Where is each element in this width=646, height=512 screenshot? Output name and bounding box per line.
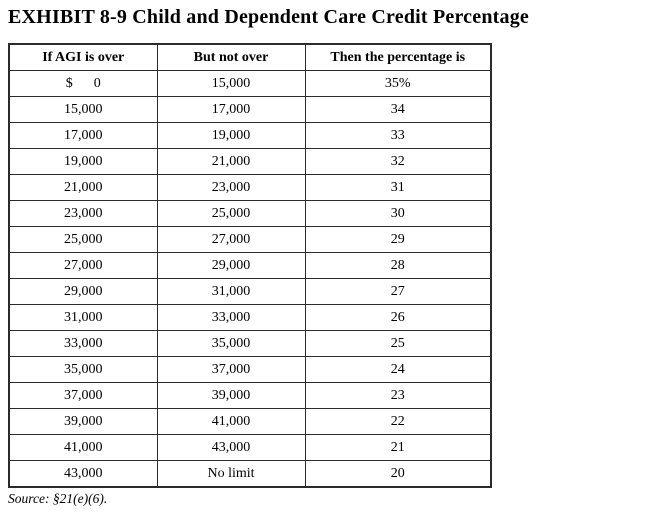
table-cell: 43,000 — [8, 460, 158, 488]
table-body: $ 0 15,000 35% 15,000 17,000 34 17,000 19,000 33… — [8, 70, 492, 488]
table-row: 27,000 29,000 28 — [8, 252, 492, 279]
table-row: 23,000 25,000 30 — [8, 200, 492, 227]
table-cell: 19,000 — [156, 122, 306, 149]
table-row: 43,000 No limit 20 — [8, 460, 492, 488]
table-cell: 33,000 — [156, 304, 306, 331]
table-cell: 17,000 — [8, 122, 158, 149]
table-cell: 15,000 — [8, 96, 158, 123]
table-row: 21,000 23,000 31 — [8, 174, 492, 201]
table-cell: 32 — [304, 148, 492, 175]
table-cell: 39,000 — [8, 408, 158, 435]
table-cell: 24 — [304, 356, 492, 383]
table-cell: 29,000 — [8, 278, 158, 305]
table-cell: 21 — [304, 434, 492, 461]
table-cell: 31,000 — [8, 304, 158, 331]
table-cell: 21,000 — [156, 148, 306, 175]
table-cell: 27 — [304, 278, 492, 305]
table-cell: 25,000 — [8, 226, 158, 253]
table-cell: 21,000 — [8, 174, 158, 201]
table-row: $ 0 15,000 35% — [8, 70, 492, 97]
table-cell: 23 — [304, 382, 492, 409]
table-header: If AGI is over But not over Then the per… — [8, 43, 492, 71]
table-row: 39,000 41,000 22 — [8, 408, 492, 435]
table-row: 41,000 43,000 21 — [8, 434, 492, 461]
table-cell: 20 — [304, 460, 492, 488]
source-note: Source: §21(e)(6). — [8, 491, 108, 506]
table-cell: $ 0 — [8, 70, 158, 97]
table-header-row: If AGI is over But not over Then the per… — [8, 43, 492, 71]
credit-percentage-table: If AGI is over But not over Then the per… — [8, 43, 492, 488]
table-cell: 26 — [304, 304, 492, 331]
table-cell: 23,000 — [8, 200, 158, 227]
table-cell: 31,000 — [156, 278, 306, 305]
table-cell: 27,000 — [156, 226, 306, 253]
table-cell: 28 — [304, 252, 492, 279]
column-header-percentage: Then the percentage is — [304, 43, 492, 71]
table-row: 37,000 39,000 23 — [8, 382, 492, 409]
table-row: 15,000 17,000 34 — [8, 96, 492, 123]
table-cell: 29 — [304, 226, 492, 253]
table-cell: 19,000 — [8, 148, 158, 175]
column-header-not-over: But not over — [156, 43, 306, 71]
table-row: 29,000 31,000 27 — [8, 278, 492, 305]
table-cell: 33,000 — [8, 330, 158, 357]
table-cell: 30 — [304, 200, 492, 227]
table-row: 25,000 27,000 29 — [8, 226, 492, 253]
table-cell: 34 — [304, 96, 492, 123]
table-cell: 33 — [304, 122, 492, 149]
table-row: 35,000 37,000 24 — [8, 356, 492, 383]
table-cell: 41,000 — [8, 434, 158, 461]
table-cell: 43,000 — [156, 434, 306, 461]
table-cell: 35,000 — [156, 330, 306, 357]
table-cell: 35% — [304, 70, 492, 97]
table-cell: 22 — [304, 408, 492, 435]
table-cell: 25 — [304, 330, 492, 357]
table-row: 17,000 19,000 33 — [8, 122, 492, 149]
table-cell: 31 — [304, 174, 492, 201]
table-row: 31,000 33,000 26 — [8, 304, 492, 331]
table-cell: 27,000 — [8, 252, 158, 279]
table-row: 19,000 21,000 32 — [8, 148, 492, 175]
table-cell: 35,000 — [8, 356, 158, 383]
table-cell: 37,000 — [156, 356, 306, 383]
exhibit-title: EXHIBIT 8-9 Child and Dependent Care Cre… — [8, 6, 529, 28]
table-cell: 37,000 — [8, 382, 158, 409]
table-cell: 23,000 — [156, 174, 306, 201]
column-header-agi-over: If AGI is over — [8, 43, 158, 71]
table-cell: No limit — [156, 460, 306, 488]
table-cell: 41,000 — [156, 408, 306, 435]
table-row: 33,000 35,000 25 — [8, 330, 492, 357]
table-cell: 39,000 — [156, 382, 306, 409]
table-cell: 15,000 — [156, 70, 306, 97]
table-cell: 17,000 — [156, 96, 306, 123]
table-cell: 25,000 — [156, 200, 306, 227]
table-cell: 29,000 — [156, 252, 306, 279]
